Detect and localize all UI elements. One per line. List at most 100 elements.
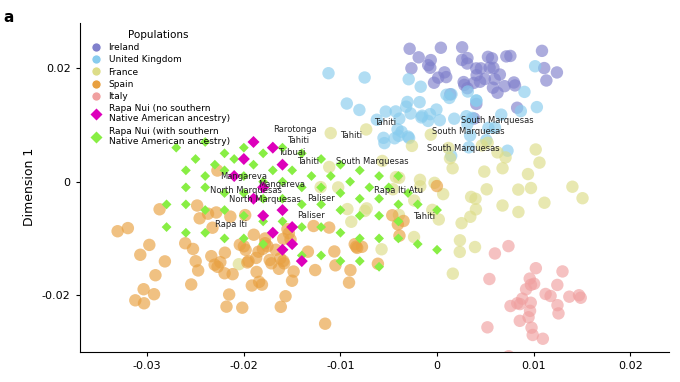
- Point: [438, 191, 449, 197]
- Point: [341, 100, 352, 107]
- Point: [392, 221, 403, 227]
- Point: [277, 179, 288, 185]
- Point: [445, 155, 456, 161]
- Point: [361, 205, 372, 211]
- Point: [519, 89, 530, 95]
- Point: [371, 117, 382, 123]
- Point: [464, 133, 475, 139]
- Point: [431, 107, 442, 113]
- Point: [335, 258, 346, 264]
- Point: [530, 63, 541, 69]
- Point: [575, 295, 586, 301]
- Point: [200, 173, 211, 179]
- Point: [424, 111, 435, 117]
- Text: South Marquesas: South Marquesas: [428, 144, 500, 153]
- Point: [524, 308, 535, 314]
- Point: [180, 201, 191, 207]
- Point: [258, 179, 269, 185]
- Point: [394, 116, 405, 122]
- Point: [296, 224, 307, 230]
- Point: [403, 76, 414, 82]
- Text: Rapa Iti Atu: Rapa Iti Atu: [374, 186, 423, 195]
- Point: [486, 55, 497, 62]
- Point: [378, 135, 389, 141]
- Point: [376, 246, 387, 253]
- Point: [258, 213, 269, 219]
- Point: [431, 183, 442, 189]
- Point: [279, 260, 290, 266]
- Point: [475, 79, 486, 85]
- Point: [515, 301, 526, 307]
- Point: [345, 179, 356, 185]
- Point: [225, 214, 236, 220]
- Point: [273, 266, 284, 272]
- Point: [316, 156, 326, 162]
- Point: [447, 270, 458, 277]
- Point: [330, 262, 341, 269]
- Point: [343, 280, 354, 286]
- Point: [393, 173, 404, 179]
- Point: [138, 286, 149, 292]
- Point: [492, 90, 503, 96]
- Point: [329, 248, 340, 254]
- Point: [441, 92, 452, 98]
- Point: [219, 235, 230, 241]
- Point: [390, 108, 401, 115]
- Point: [488, 85, 498, 91]
- Text: Tahiti: Tahiti: [341, 131, 362, 140]
- Point: [267, 230, 278, 236]
- Point: [154, 206, 165, 212]
- Point: [333, 185, 343, 191]
- Point: [394, 212, 405, 218]
- Point: [433, 217, 444, 223]
- Point: [462, 60, 473, 66]
- Point: [320, 320, 330, 327]
- Point: [513, 209, 524, 215]
- Point: [466, 194, 477, 200]
- Point: [135, 252, 146, 258]
- Point: [285, 236, 296, 243]
- Point: [258, 219, 269, 225]
- Point: [423, 62, 434, 68]
- Point: [277, 247, 288, 253]
- Point: [537, 48, 547, 54]
- Point: [228, 156, 239, 162]
- Point: [449, 116, 460, 122]
- Legend: Ireland, United Kingdom, France, Spain, Italy, Rapa Nui (no southern
Native Amer: Ireland, United Kingdom, France, Spain, …: [84, 28, 233, 149]
- Point: [335, 190, 346, 196]
- Point: [278, 258, 289, 264]
- Point: [254, 279, 265, 285]
- Point: [471, 72, 482, 78]
- Point: [499, 83, 510, 89]
- Point: [266, 260, 277, 266]
- Text: Tubuai: Tubuai: [277, 148, 305, 157]
- Point: [258, 150, 269, 156]
- Point: [373, 213, 384, 219]
- Point: [523, 314, 534, 320]
- Point: [139, 300, 150, 306]
- Point: [405, 110, 416, 117]
- Point: [256, 282, 267, 288]
- Point: [359, 74, 370, 81]
- Point: [415, 177, 426, 183]
- Point: [354, 213, 365, 219]
- Point: [462, 85, 473, 91]
- Point: [471, 65, 481, 71]
- Point: [186, 282, 197, 288]
- Point: [456, 220, 467, 226]
- Point: [354, 107, 365, 113]
- Point: [373, 261, 384, 267]
- Point: [545, 293, 556, 299]
- Point: [490, 125, 500, 131]
- Point: [277, 145, 288, 151]
- Point: [284, 230, 294, 236]
- Point: [296, 258, 307, 264]
- Point: [573, 292, 584, 298]
- Point: [354, 167, 365, 173]
- Point: [517, 296, 528, 302]
- Point: [316, 184, 326, 190]
- Point: [130, 297, 141, 303]
- Point: [239, 145, 250, 151]
- Point: [490, 251, 500, 257]
- Point: [373, 264, 384, 270]
